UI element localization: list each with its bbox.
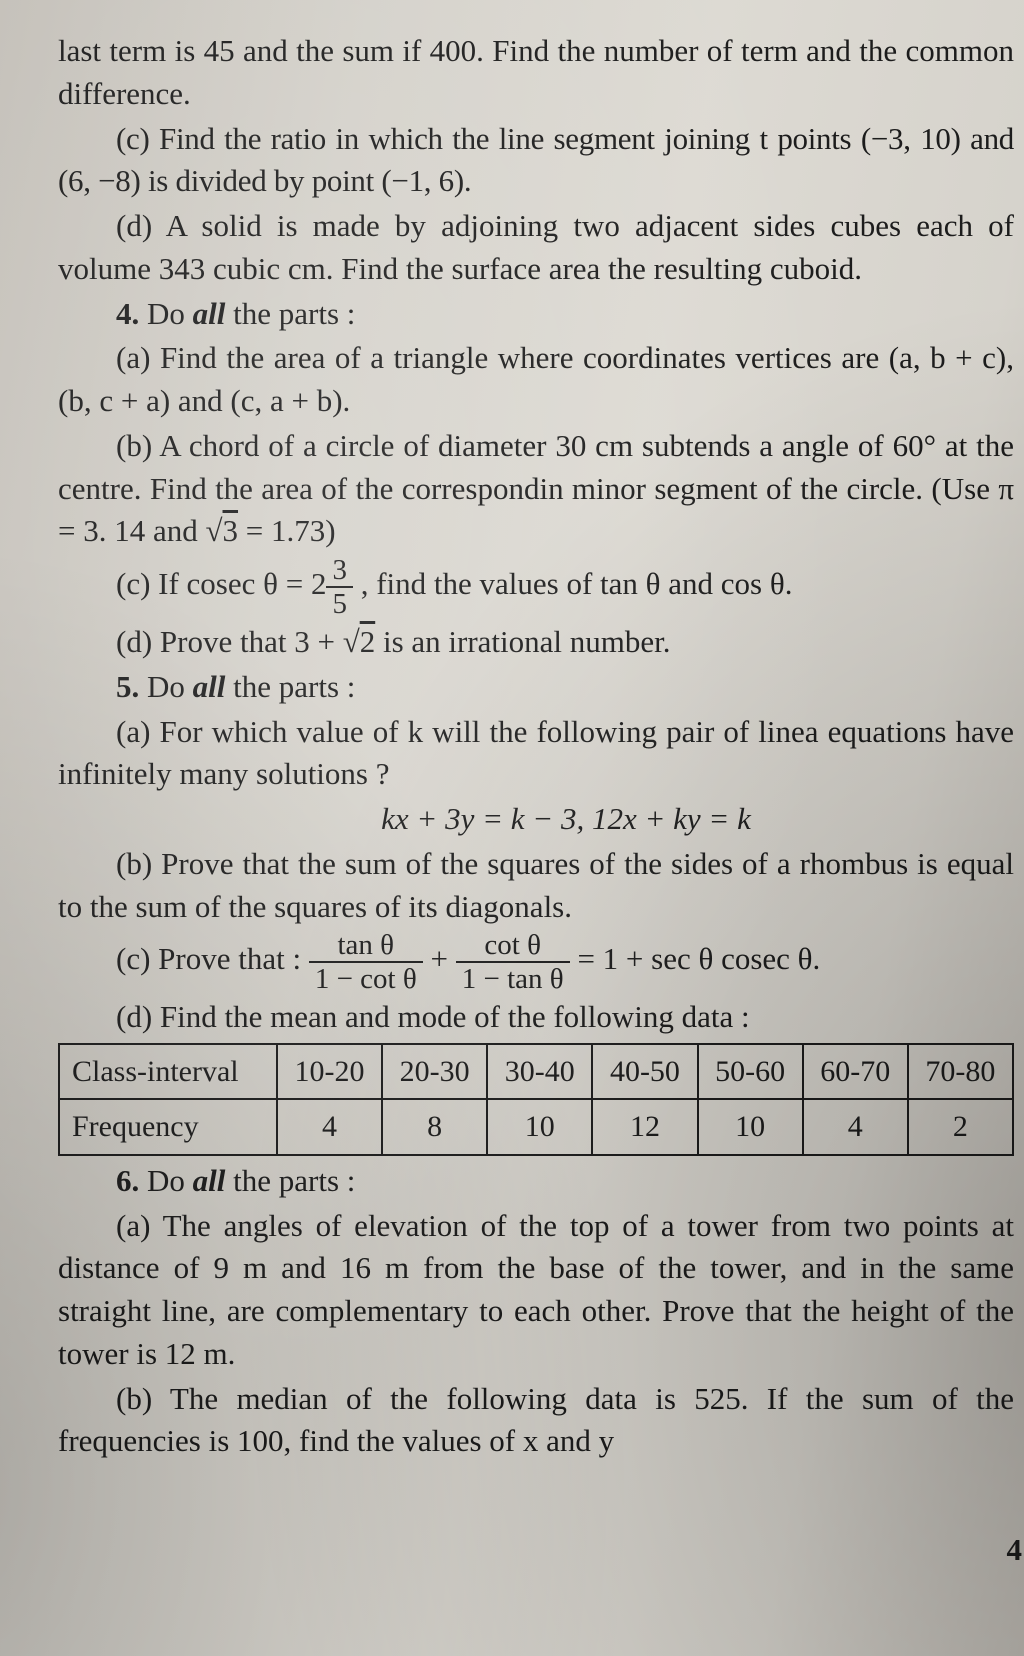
q5-b: (b) Prove that the sum of the squares of… xyxy=(58,843,1014,929)
q5-c-frac1: tan θ1 − cot θ xyxy=(309,930,423,994)
q5-c-frac2: cot θ1 − tan θ xyxy=(456,930,570,994)
cell: 60-70 xyxy=(803,1044,908,1099)
q4-d-sqrt: 2 xyxy=(360,624,376,659)
q4-c-den: 5 xyxy=(326,586,353,619)
q4-heading-num: 4. xyxy=(116,296,147,331)
q3-intro: last term is 45 and the sum if 400. Find… xyxy=(58,30,1014,116)
q3-d: (d) A solid is made by adjoining two adj… xyxy=(58,205,1014,291)
cell: 40-50 xyxy=(592,1044,697,1099)
cell: 4 xyxy=(277,1099,382,1154)
table-row: Frequency 4 8 10 12 10 4 2 xyxy=(59,1099,1013,1154)
q6-heading-do: Do xyxy=(147,1163,193,1198)
cell: 50-60 xyxy=(698,1044,803,1099)
q6-heading-rest: the parts : xyxy=(225,1163,355,1198)
cell: 10 xyxy=(698,1099,803,1154)
q4-c-pre: (c) If cosec θ = 2 xyxy=(116,566,326,601)
q3-c: (c) Find the ratio in which the line seg… xyxy=(58,118,1014,204)
frequency-table: Class-interval 10-20 20-30 30-40 40-50 5… xyxy=(58,1043,1014,1156)
cell: 70-80 xyxy=(908,1044,1013,1099)
q4-d: (d) Prove that 3 + √2 is an irrational n… xyxy=(58,621,1014,664)
q4-heading-rest: the parts : xyxy=(225,296,355,331)
q6-heading-num: 6. xyxy=(116,1163,147,1198)
q6-heading: 6. Do all the parts : xyxy=(58,1160,1014,1203)
q5-a-equation: kx + 3y = k − 3, 12x + ky = k xyxy=(58,798,1014,841)
q4-d-pre: (d) Prove that 3 + √ xyxy=(116,624,360,659)
cell: 10 xyxy=(487,1099,592,1154)
cell: 20-30 xyxy=(382,1044,487,1099)
q4-b-text: (b) A chord of a circle of diameter 30 c… xyxy=(58,428,1014,549)
q5-c-f1d: 1 − cot θ xyxy=(309,961,423,994)
q4-c-frac: 35 xyxy=(326,555,353,619)
margin-number-4: 4 xyxy=(1007,1529,1023,1572)
q4-b-tail: = 1.73) xyxy=(238,513,336,548)
cell: 2 xyxy=(908,1099,1013,1154)
q5-c-f1n: tan θ xyxy=(309,930,423,960)
cell: 12 xyxy=(592,1099,697,1154)
cell-frequency-label: Frequency xyxy=(59,1099,277,1154)
q4-c-post: , find the values of tan θ and cos θ. xyxy=(353,566,792,601)
cell: 8 xyxy=(382,1099,487,1154)
q5-heading-all: all xyxy=(193,669,226,704)
q5-c-plus: + xyxy=(431,941,456,976)
q4-c: (c) If cosec θ = 235 , find the values o… xyxy=(58,555,1014,619)
cell: 10-20 xyxy=(277,1044,382,1099)
q5-d: (d) Find the mean and mode of the follow… xyxy=(58,996,1014,1039)
q4-heading-do: Do xyxy=(147,296,193,331)
q4-b: (b) A chord of a circle of diameter 30 c… xyxy=(58,425,1014,553)
q5-c-post: = 1 + sec θ cosec θ. xyxy=(577,941,820,976)
q5-c-f2n: cot θ xyxy=(456,930,570,960)
q4-c-num: 3 xyxy=(326,555,353,585)
q4-heading-all: all xyxy=(193,296,226,331)
q5-c-pre: (c) Prove that : xyxy=(116,941,309,976)
cell-class-interval-label: Class-interval xyxy=(59,1044,277,1099)
q5-heading-num: 5. xyxy=(116,669,147,704)
q6-a: (a) The angles of elevation of the top o… xyxy=(58,1205,1014,1376)
table-row: Class-interval 10-20 20-30 30-40 40-50 5… xyxy=(59,1044,1013,1099)
q5-heading-do: Do xyxy=(147,669,193,704)
q4-heading: 4. Do all the parts : xyxy=(58,293,1014,336)
q4-b-sqrt: 3 xyxy=(223,513,239,548)
q5-heading: 5. Do all the parts : xyxy=(58,666,1014,709)
q5-a: (a) For which value of k will the follow… xyxy=(58,711,1014,797)
q5-c: (c) Prove that : tan θ1 − cot θ + cot θ1… xyxy=(58,930,1014,994)
q5-heading-rest: the parts : xyxy=(225,669,355,704)
q6-b: (b) The median of the following data is … xyxy=(58,1378,1014,1464)
q5-c-f2d: 1 − tan θ xyxy=(456,961,570,994)
cell: 30-40 xyxy=(487,1044,592,1099)
q4-d-post: is an irrational number. xyxy=(375,624,670,659)
cell: 4 xyxy=(803,1099,908,1154)
q4-a: (a) Find the area of a triangle where co… xyxy=(58,337,1014,423)
q6-heading-all: all xyxy=(193,1163,226,1198)
